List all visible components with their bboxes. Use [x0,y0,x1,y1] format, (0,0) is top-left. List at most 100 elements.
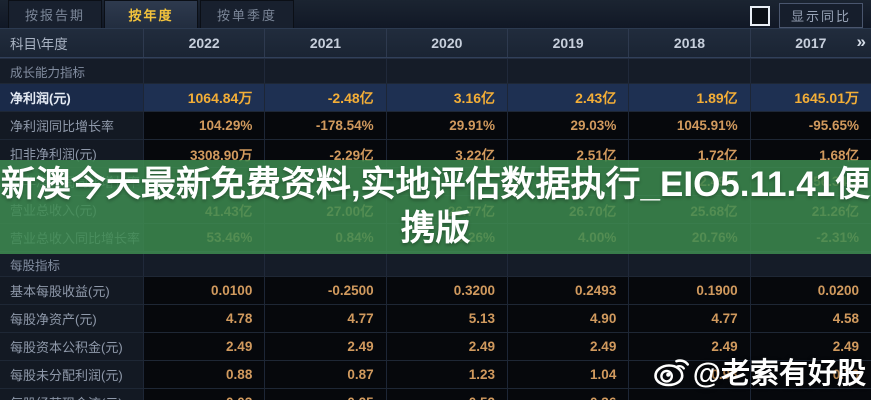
cell-2021: -2.48亿 [264,84,385,111]
row-label: 每股未分配利润(元) [0,361,143,388]
section-title: 成长能力指标 [10,65,86,80]
cell-2022: 41.43亿 [143,196,265,223]
row-label: 每股资本公积金(元) [0,333,143,360]
cell-2019: 4.00% [507,224,629,251]
cell-2020: 5.13 [385,305,507,332]
section-spacer [749,59,871,83]
section-spacer [628,252,749,276]
cell-2020: 2.49 [385,333,507,360]
cell-2021: 0.25 [264,389,386,400]
cell-2022: 1064.84万 [143,84,264,111]
cell-2021 [264,168,386,195]
cell-2017: 0.0200 [749,277,871,304]
cell-2017 [749,389,871,400]
row-label: 扣非净利润同比增长率 [0,168,143,195]
row-label: 营业总收入(元) [0,196,143,223]
table-row[interactable]: 营业总收入(元) 41.43亿 27.00亿 26.77亿 26.70亿 25.68亿 21… [0,195,871,223]
row-label: 基本每股收益(元) [0,277,143,304]
cell-2018: 1.89亿 [628,84,749,111]
row-label: 扣非净利润(元) [0,140,143,167]
show-yoy-button[interactable]: 显示同比 [778,3,863,28]
cell-2020: 0.3200 [385,277,507,304]
cell-2022: 4.78 [143,305,265,332]
cell-2021: 4.77 [264,305,386,332]
section-header: 每股指标 [0,251,871,276]
cell-2019: 2.43亿 [507,84,628,111]
table-header: 科目\年度 2022 2021 2020 2019 2018 2017» [0,29,871,58]
cell-2019: 0.2493 [507,277,629,304]
cell-2018: 1.72亿 [628,140,750,167]
row-label: 每股经营现金流(元) [0,389,143,400]
year-header-2021: 2021 [264,29,385,57]
cell-2019: 26.70亿 [507,196,629,223]
cell-2017: 1.68亿 [749,140,871,167]
row-label: 净利润(元) [0,84,143,111]
section-spacer [507,59,628,83]
section-spacer [385,59,507,83]
cell-2020: 0.26% [385,224,507,251]
cell-2017: -2.31% [749,224,871,251]
row-label: 每股净资产(元) [0,305,143,332]
cell-2022 [143,168,265,195]
table-row[interactable]: 每股经营现金流(元)0.030.250.520.36 [0,388,871,400]
table-row[interactable]: 扣非净利润(元) 3308.90万 -2.29亿 3.22亿 2.51亿 1.72亿 1.6… [0,139,871,167]
cell-2020 [385,168,507,195]
cell-2022: 104.29% [143,112,265,139]
row-label: 净利润同比增长率 [0,112,143,139]
cell-2018: 25.68亿 [628,196,750,223]
cell-2021: 0.84% [264,224,386,251]
tab-by-report-period[interactable]: 按报告期 [8,0,102,28]
section-spacer [749,252,871,276]
cell-2017: 4.58 [749,305,871,332]
cell-2021: -178.54% [264,112,386,139]
cell-2022: 0.03 [143,389,265,400]
cell-2021: 0.87 [264,361,386,388]
cell-2019: 1.04 [507,361,629,388]
more-years-icon[interactable]: » [856,32,866,52]
table-row[interactable]: 扣非净利润同比增长率 -2.49% -56.34% [0,167,871,195]
table-row[interactable]: 净利润(元) 1064.84万 -2.48亿 3.16亿 2.43亿 1.89亿 1645.… [0,83,871,111]
cell-2017: 2.49 [749,333,871,360]
cell-2019: 2.49 [507,333,629,360]
tab-by-quarter[interactable]: 按单季度 [200,0,294,28]
section-spacer [385,252,507,276]
section-spacer [264,252,385,276]
cell-2018: 2.49 [628,333,750,360]
cell-2021: -2.29亿 [264,140,386,167]
cell-2017: 1645.01万 [749,84,871,111]
watermark: @老索有好股 [652,350,866,392]
table-row[interactable]: 每股净资产(元) 4.78 4.77 5.13 4.90 4.77 4.58 [0,304,871,332]
cell-2022: 0.0100 [143,277,265,304]
cell-2020: 29.91% [385,112,507,139]
cell-2018: 0.1900 [628,277,750,304]
cell-2022: 3308.90万 [143,140,265,167]
table-row[interactable]: 每股未分配利润(元) 0.88 0.87 1.23 1.04 0.93 0.76 [0,360,871,388]
cell-2022: 2.49 [143,333,265,360]
section-spacer [628,59,749,83]
cell-2020: 0.52 [385,389,507,400]
section-spacer [264,59,385,83]
cell-2020: 3.22亿 [385,140,507,167]
year-header-2020: 2020 [385,29,507,57]
section-spacer [143,59,264,83]
year-header-2019: 2019 [507,29,628,57]
table-body: 成长能力指标净利润(元) 1064.84万 -2.48亿 3.16亿 2.43亿 1.89… [0,58,871,400]
cell-2021: 2.49 [264,333,386,360]
cell-2020: 26.77亿 [385,196,507,223]
period-tabbar: 按报告期 按年度 按单季度 显示同比 [0,0,871,29]
table-row[interactable]: 基本每股收益(元) 0.0100 -0.2500 0.3200 0.2493 0.1900… [0,276,871,304]
cell-2020: 3.16亿 [385,84,507,111]
section-header: 成长能力指标 [0,58,871,83]
cell-2018: 20.76% [628,224,750,251]
year-header-2017: 2017» [749,29,871,57]
table-row[interactable]: 每股资本公积金(元) 2.49 2.49 2.49 2.49 2.49 2.49 [0,332,871,360]
show-yoy-control: 显示同比 [749,3,863,28]
show-yoy-checkbox[interactable] [749,5,770,26]
table-row[interactable]: 净利润同比增长率 104.29% -178.54% 29.91% 29.03% 1045.… [0,111,871,139]
tab-by-year[interactable]: 按年度 [104,0,198,28]
cell-2019 [507,168,629,195]
cell-2017: -56.34% [749,168,871,195]
table-row[interactable]: 营业总收入同比增长率 53.46% 0.84% 0.26% 4.00% 20.76% -2.… [0,223,871,251]
year-header-2018: 2018 [628,29,749,57]
